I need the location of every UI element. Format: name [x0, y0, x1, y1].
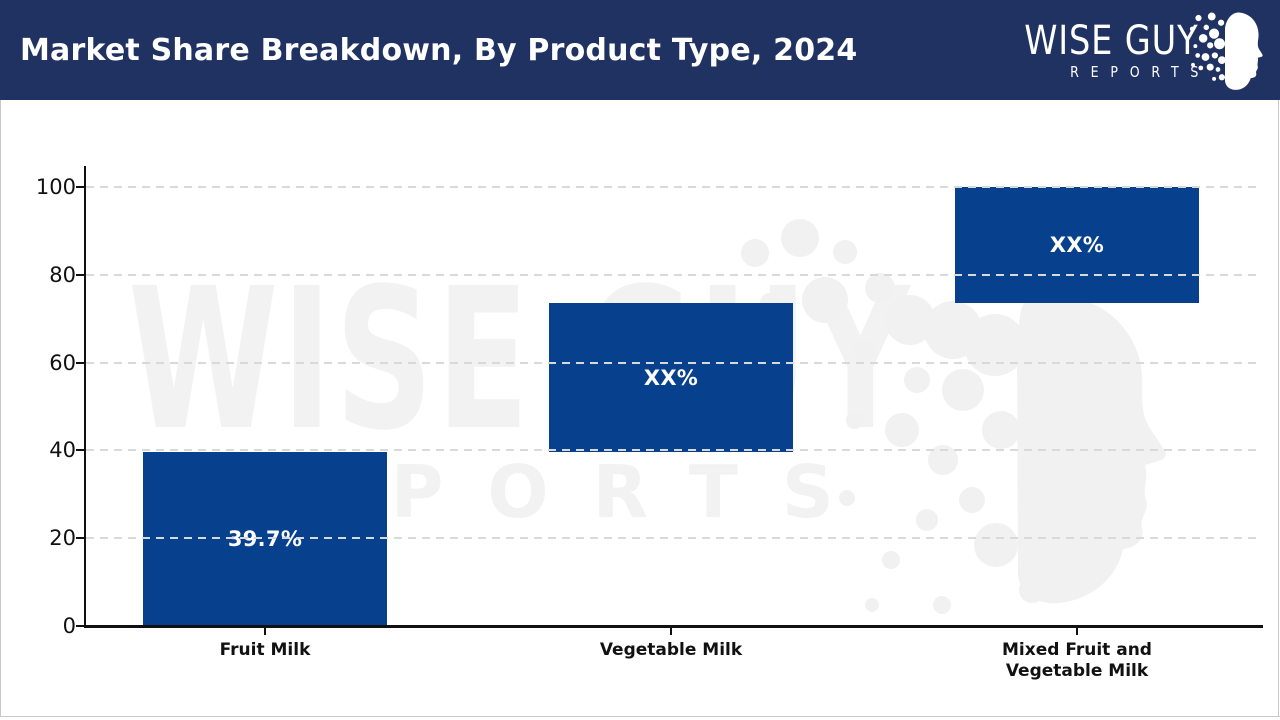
y-axis-tick-label: 40	[49, 438, 76, 463]
frame-border-bottom	[0, 716, 1280, 717]
x-axis-category-label: Fruit Milk	[219, 640, 311, 660]
y-axis-tick-mark	[76, 449, 85, 452]
y-axis-tick-mark	[76, 273, 85, 276]
frame-border-left	[0, 100, 1, 716]
bar-value-label: XX%	[643, 365, 699, 390]
frame-border-right	[1278, 100, 1279, 716]
x-axis-line	[84, 625, 1263, 628]
logo-reports-text: REPORTS	[1069, 62, 1210, 81]
y-axis-line	[84, 166, 86, 628]
y-axis-tick-mark	[76, 186, 85, 188]
bar-value-label: XX%	[1049, 233, 1105, 258]
bar-vegetable-milk: XX%	[549, 303, 793, 452]
bar-mixed-fruit-and-vegetable-milk: XX%	[955, 187, 1199, 304]
chart-title: Market Share Breakdown, By Product Type,…	[20, 32, 858, 68]
y-axis-tick-mark	[76, 625, 85, 627]
y-axis-tick-label: 100	[35, 175, 76, 199]
y-axis-tick-mark	[76, 537, 85, 540]
y-axis-tick-mark	[76, 361, 85, 364]
y-axis-tick-label: 60	[49, 350, 76, 375]
logo-head-icon	[1189, 12, 1263, 90]
gridline-100	[86, 186, 1262, 188]
y-axis-tick-label: 80	[49, 262, 76, 287]
x-axis-category-label: Vegetable Milk	[599, 640, 743, 660]
y-axis-tick-label: 20	[49, 526, 76, 551]
gridline-40	[86, 449, 1262, 452]
watermark-head-icon	[735, 219, 1166, 614]
x-axis-category-label: Mixed Fruit and Vegetable Milk	[1002, 640, 1152, 681]
header-bar: Market Share Breakdown, By Product Type,…	[0, 0, 1280, 100]
gridline-20	[86, 537, 1262, 540]
y-axis-tick-label: 0	[62, 614, 76, 638]
x-axis-tick-mark	[670, 628, 672, 635]
gridline-80	[86, 273, 1262, 276]
wiseguy-logo: WISE GUY REPORTS	[991, 6, 1264, 94]
gridline-60	[86, 361, 1262, 364]
logo-wiseguy-text: WISE GUY	[1023, 17, 1198, 64]
x-axis-tick-mark	[1076, 628, 1078, 635]
logo-wordmark: WISE GUY REPORTS	[1024, 20, 1198, 81]
x-axis-tick-mark	[264, 628, 266, 635]
